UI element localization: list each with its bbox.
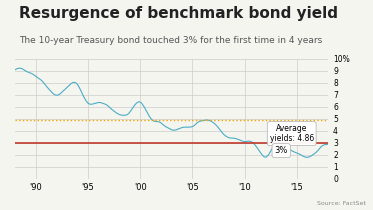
Text: 3%: 3% bbox=[275, 146, 288, 155]
Text: Source: FactSet: Source: FactSet bbox=[317, 201, 366, 206]
Text: The 10-year Treasury bond touched 3% for the first time in 4 years: The 10-year Treasury bond touched 3% for… bbox=[19, 36, 322, 45]
Text: Average
yields: 4.86: Average yields: 4.86 bbox=[270, 124, 314, 143]
Text: Resurgence of benchmark bond yield: Resurgence of benchmark bond yield bbox=[19, 6, 338, 21]
